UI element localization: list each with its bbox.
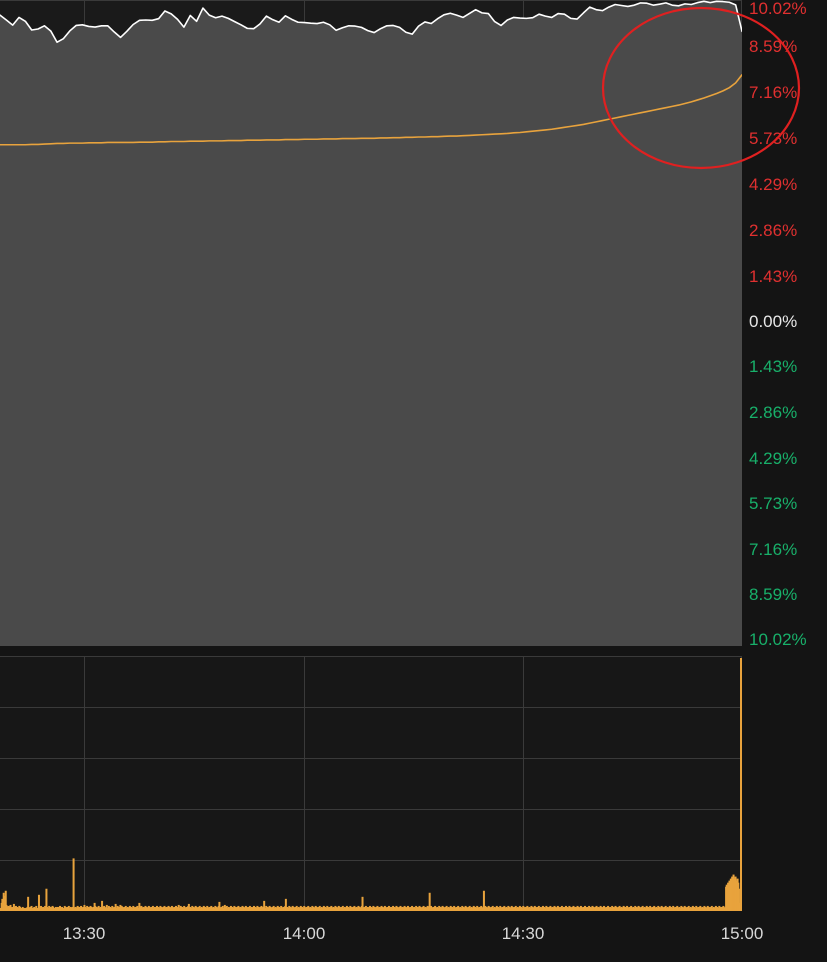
y-axis-tick-2-86-up: 2.86%	[749, 221, 798, 240]
volume-chart-panel[interactable]	[0, 656, 742, 911]
x-axis-tick-1430: 14:30	[501, 924, 545, 943]
x-axis-tick-1330: 13:30	[62, 924, 106, 943]
x-axis-tick-1400: 14:00	[282, 924, 326, 943]
volume-chart-svg	[0, 656, 742, 911]
y-axis-tick-10-02-down: 10.02%	[749, 630, 807, 649]
price-chart-svg	[0, 0, 742, 646]
price-line	[0, 0, 742, 44]
y-axis-tick-5-73-up: 5.73%	[749, 129, 798, 148]
y-axis-tick-8-59-up: 8.59%	[749, 37, 798, 56]
y-axis-tick-4-29-up: 4.29%	[749, 175, 798, 194]
x-axis-tick-1500: 15:00	[720, 924, 764, 943]
volume-grid-lines	[0, 656, 742, 911]
y-axis-tick-1-43-down: 1.43%	[749, 357, 798, 376]
price-area-fill	[0, 1, 742, 646]
y-axis-tick-5-73-down: 5.73%	[749, 494, 798, 513]
y-axis-tick-2-86-down: 2.86%	[749, 403, 798, 422]
y-axis-tick-0-00: 0.00%	[749, 312, 798, 331]
y-axis-percent: 10.02% 8.59% 7.16% 5.73% 4.29% 2.86% 1.4…	[742, 0, 827, 649]
price-chart-panel[interactable]	[0, 0, 742, 646]
y-axis-tick-4-29-down: 4.29%	[749, 449, 798, 468]
y-axis-tick-7-16-up: 7.16%	[749, 83, 798, 102]
y-axis-tick-7-16-down: 7.16%	[749, 540, 798, 559]
y-axis-tick-1-43-up: 1.43%	[749, 267, 798, 286]
y-axis-tick-8-59-down: 8.59%	[749, 585, 798, 604]
volume-bars	[0, 658, 742, 911]
y-axis-tick-10-02-up: 10.02%	[749, 0, 807, 18]
x-axis-time: 13:30 14:00 14:30 15:00	[0, 911, 827, 962]
